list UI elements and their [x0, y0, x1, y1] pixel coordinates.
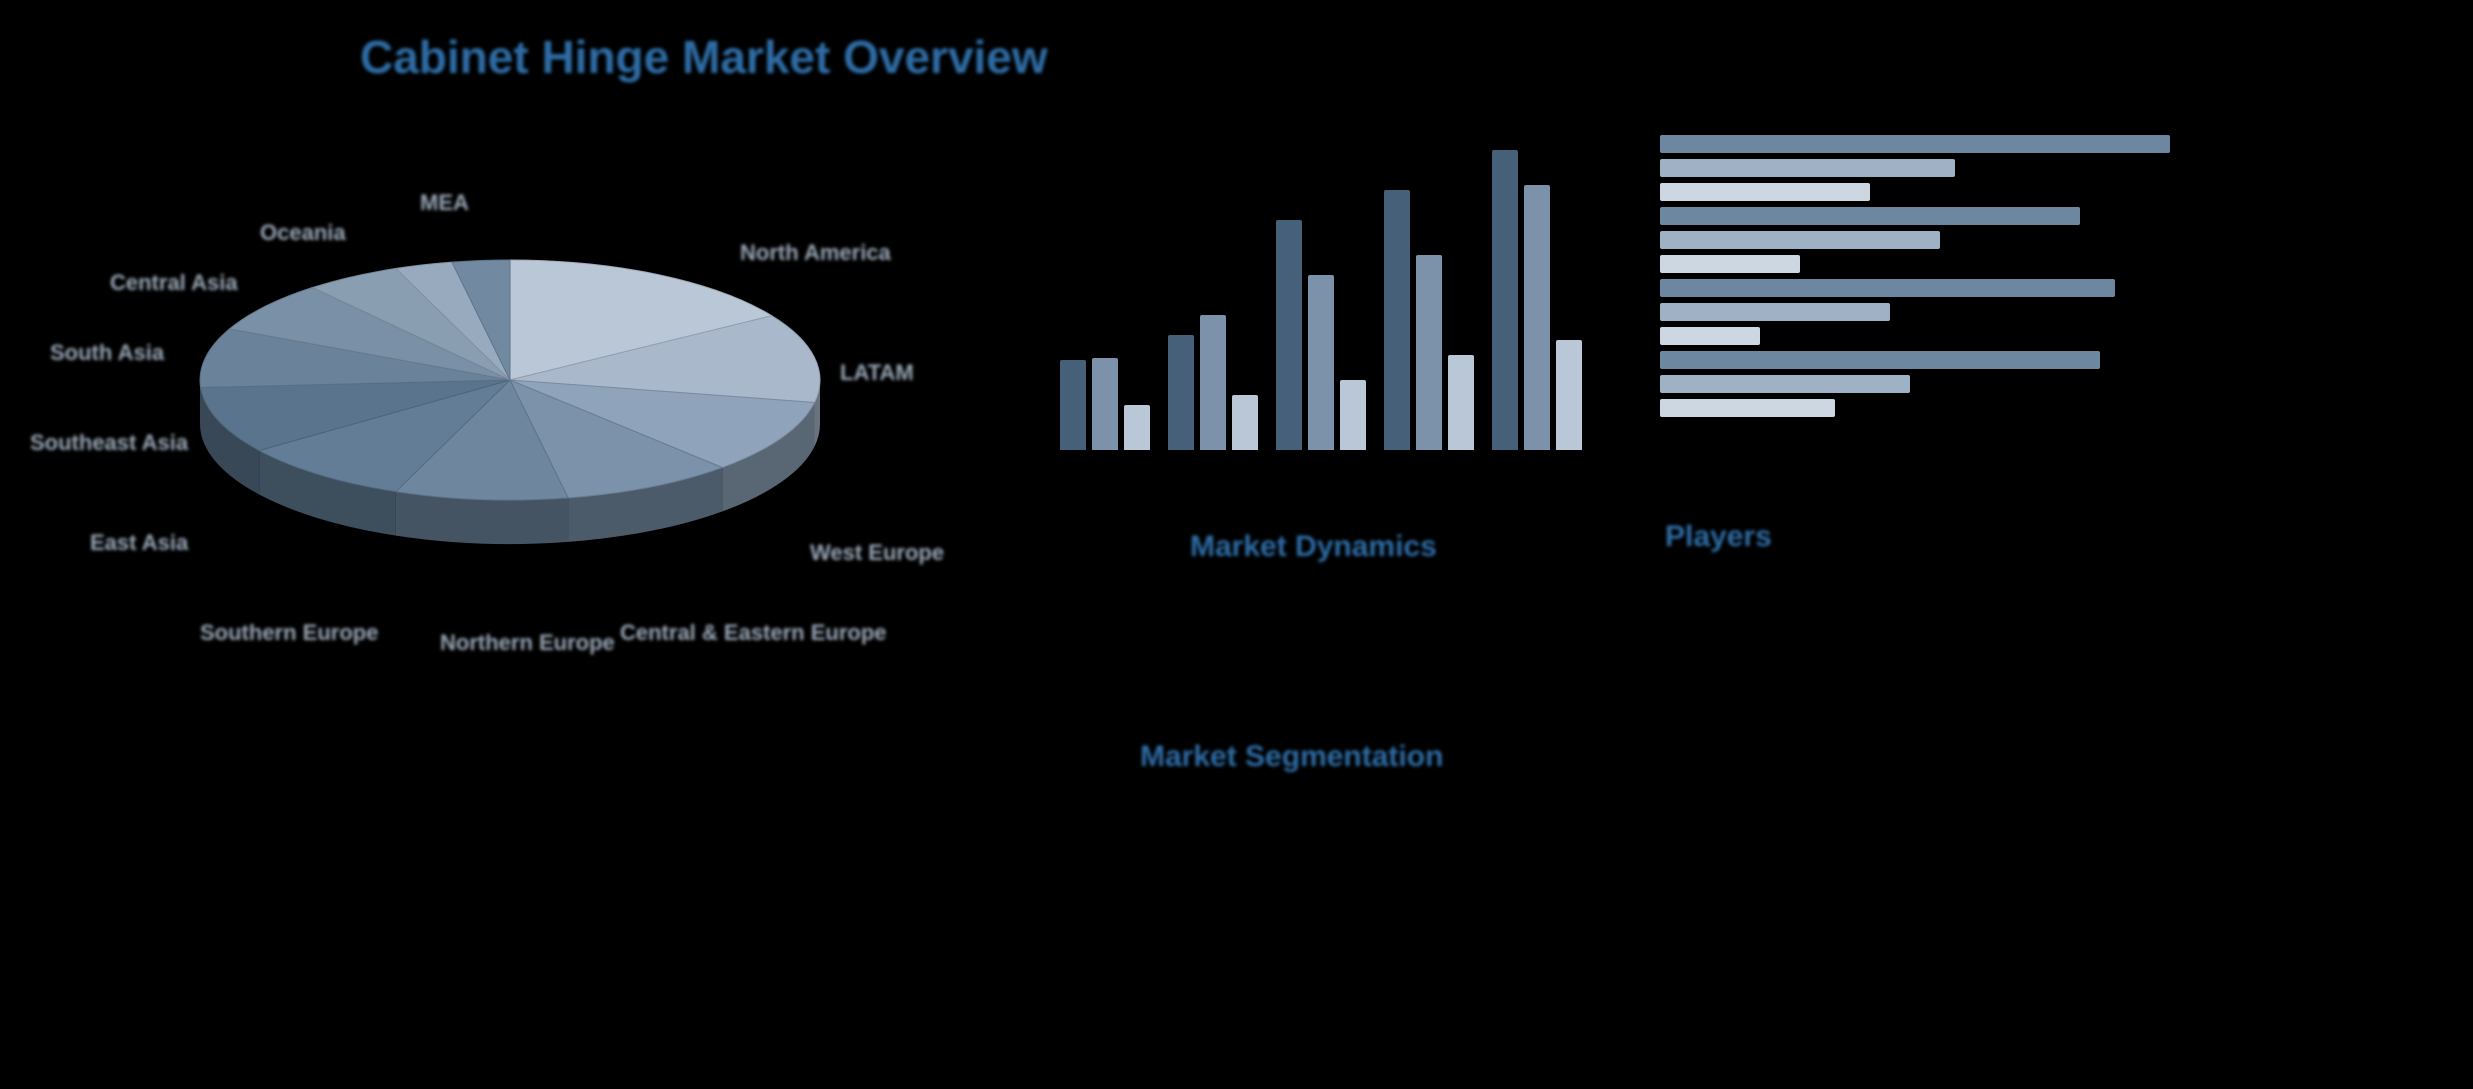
hbar	[1660, 183, 1870, 201]
bar	[1276, 220, 1302, 450]
pie-label: Central Asia	[110, 270, 238, 296]
pie-label: Southeast Asia	[30, 430, 188, 456]
bar	[1200, 315, 1226, 450]
pie-label: South Asia	[50, 340, 164, 366]
hbar-group	[1660, 279, 2115, 351]
page-title: Cabinet Hinge Market Overview	[360, 30, 1048, 84]
pie-label: North America	[740, 240, 891, 266]
pie-label: Oceania	[260, 220, 346, 246]
bar	[1308, 275, 1334, 450]
hbar	[1660, 303, 1890, 321]
bar	[1060, 360, 1086, 450]
hbar	[1660, 159, 1955, 177]
bar-group	[1060, 358, 1150, 450]
bar	[1124, 405, 1150, 450]
pie-label: Southern Europe	[200, 620, 378, 646]
pie-chart: North AmericaLATAMWest EuropeCentral & E…	[100, 200, 920, 750]
hbar	[1660, 135, 2170, 153]
pie-label: LATAM	[840, 360, 914, 386]
bar	[1556, 340, 1582, 450]
bar	[1416, 255, 1442, 450]
bar	[1168, 335, 1194, 450]
segmentation-label: Market Segmentation	[1140, 740, 1443, 774]
bar	[1448, 355, 1474, 450]
hbar	[1660, 375, 1910, 393]
players-hbar-chart	[1660, 135, 2220, 455]
hbar	[1660, 279, 2115, 297]
hbar-group	[1660, 135, 2170, 207]
bar	[1384, 190, 1410, 450]
dynamics-bar-chart	[1060, 120, 1590, 450]
bar	[1092, 358, 1118, 450]
bar-group	[1276, 220, 1366, 450]
bar	[1340, 380, 1366, 450]
hbar	[1660, 207, 2080, 225]
bar-group	[1168, 315, 1258, 450]
hbar	[1660, 255, 1800, 273]
pie-label: East Asia	[90, 530, 188, 556]
pie-label: Central & Eastern Europe	[620, 620, 887, 646]
players-label: Players	[1665, 520, 1772, 554]
hbar	[1660, 399, 1835, 417]
hbar	[1660, 231, 1940, 249]
bar	[1232, 395, 1258, 450]
pie-label: West Europe	[810, 540, 944, 566]
pie-label: Northern Europe	[440, 630, 615, 656]
dynamics-label: Market Dynamics	[1190, 530, 1437, 564]
bar	[1524, 185, 1550, 450]
bar-group	[1492, 150, 1582, 450]
hbar-group	[1660, 351, 2100, 423]
hbar-group	[1660, 207, 2080, 279]
hbar	[1660, 351, 2100, 369]
bar-group	[1384, 190, 1474, 450]
bar	[1492, 150, 1518, 450]
hbar	[1660, 327, 1760, 345]
pie-label: MEA	[420, 190, 469, 216]
